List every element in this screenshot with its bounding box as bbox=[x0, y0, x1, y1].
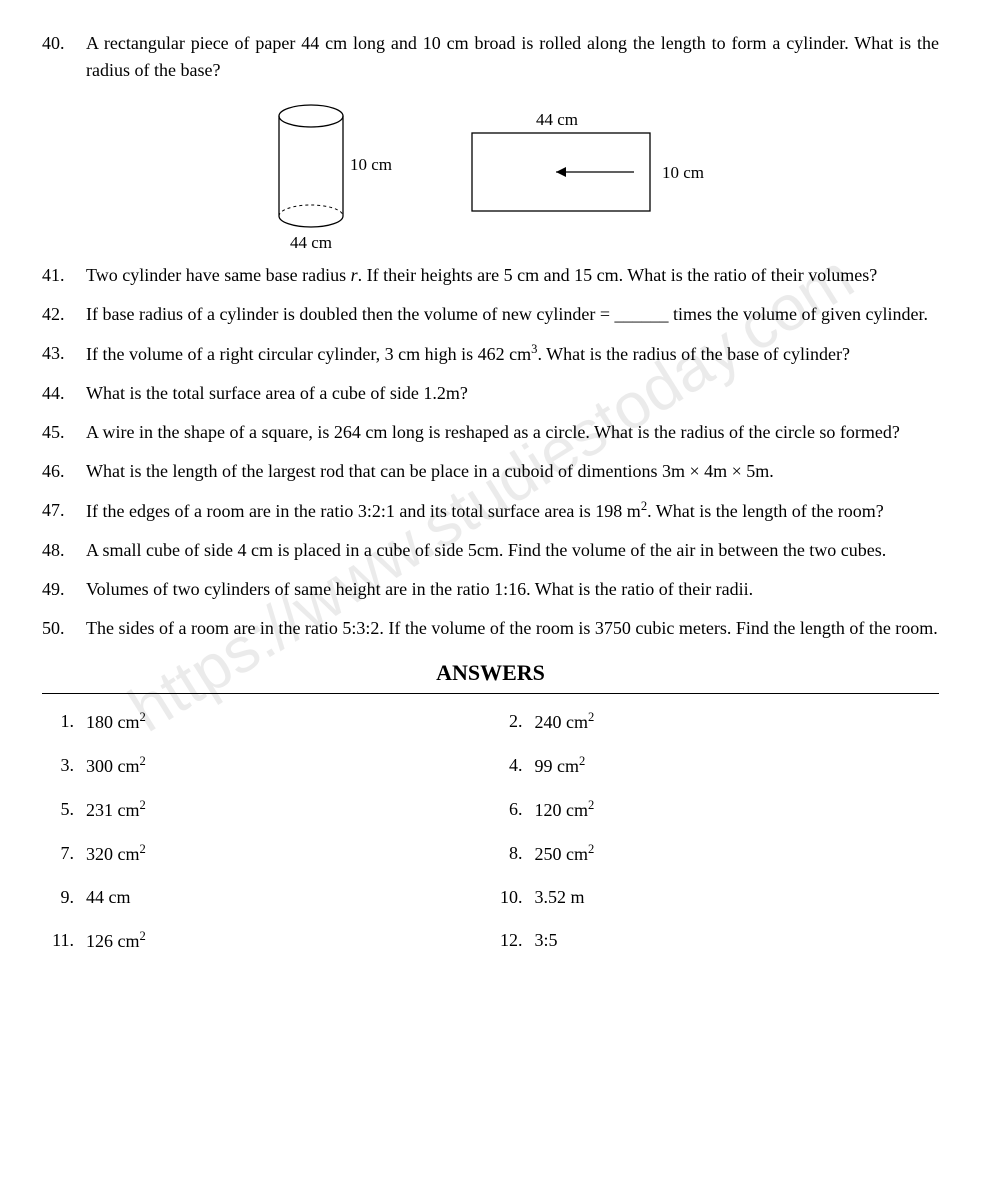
answer-number: 4. bbox=[491, 752, 535, 780]
answer-number: 9. bbox=[42, 884, 86, 911]
answer-number: 11. bbox=[42, 927, 86, 955]
question-text: What is the length of the largest rod th… bbox=[86, 458, 939, 485]
answer-value: 320 cm2 bbox=[86, 840, 491, 868]
answer-value: 126 cm2 bbox=[86, 927, 491, 955]
question-text: A rectangular piece of paper 44 cm long … bbox=[86, 30, 939, 84]
question-45: 45. A wire in the shape of a square, is … bbox=[42, 419, 939, 446]
question-42: 42. If base radius of a cylinder is doub… bbox=[42, 301, 939, 328]
question-text: If base radius of a cylinder is doubled … bbox=[86, 301, 939, 328]
question-text: What is the total surface area of a cube… bbox=[86, 380, 939, 407]
question-number: 40. bbox=[42, 30, 86, 84]
question-44: 44. What is the total surface area of a … bbox=[42, 380, 939, 407]
question-text: Volumes of two cylinders of same height … bbox=[86, 576, 939, 603]
question-43: 43. If the volume of a right circular cy… bbox=[42, 340, 939, 368]
question-text: If the volume of a right circular cylind… bbox=[86, 340, 939, 368]
answer-value: 99 cm2 bbox=[535, 752, 940, 780]
question-number: 44. bbox=[42, 380, 86, 407]
question-number: 49. bbox=[42, 576, 86, 603]
cyl-height-label: 10 cm bbox=[350, 155, 392, 174]
answer-number: 10. bbox=[491, 884, 535, 911]
question-47: 47. If the edges of a room are in the ra… bbox=[42, 497, 939, 525]
answers-rule bbox=[42, 693, 939, 694]
answer-value: 3:5 bbox=[535, 927, 940, 955]
answer-value: 180 cm2 bbox=[86, 708, 491, 736]
rectangle-diagram: 44 cm 10 cm bbox=[466, 111, 726, 241]
answer-number: 3. bbox=[42, 752, 86, 780]
answers-heading: ANSWERS bbox=[42, 656, 939, 689]
answers-grid: 1. 180 cm2 2. 240 cm2 3. 300 cm2 4. 99 c… bbox=[42, 708, 939, 955]
question-text: The sides of a room are in the ratio 5:3… bbox=[86, 615, 939, 642]
cylinder-diagram: 10 cm 44 cm bbox=[256, 96, 406, 256]
question-40: 40. A rectangular piece of paper 44 cm l… bbox=[42, 30, 939, 84]
question-48: 48. A small cube of side 4 cm is placed … bbox=[42, 537, 939, 564]
rect-height-label: 10 cm bbox=[662, 163, 704, 182]
question-49: 49. Volumes of two cylinders of same hei… bbox=[42, 576, 939, 603]
question-50: 50. The sides of a room are in the ratio… bbox=[42, 615, 939, 642]
question-number: 42. bbox=[42, 301, 86, 328]
question-text: If the edges of a room are in the ratio … bbox=[86, 497, 939, 525]
rect-width-label: 44 cm bbox=[536, 111, 578, 129]
answer-number: 8. bbox=[491, 840, 535, 868]
cyl-circ-label: 44 cm bbox=[290, 233, 332, 252]
answer-number: 7. bbox=[42, 840, 86, 868]
question-number: 45. bbox=[42, 419, 86, 446]
answer-value: 44 cm bbox=[86, 884, 491, 911]
question-number: 43. bbox=[42, 340, 86, 368]
question-46: 46. What is the length of the largest ro… bbox=[42, 458, 939, 485]
answer-number: 6. bbox=[491, 796, 535, 824]
answer-value: 3.52 m bbox=[535, 884, 940, 911]
answer-number: 5. bbox=[42, 796, 86, 824]
answer-number: 12. bbox=[491, 927, 535, 955]
question-number: 41. bbox=[42, 262, 86, 289]
question-text: A wire in the shape of a square, is 264 … bbox=[86, 419, 939, 446]
question-number: 47. bbox=[42, 497, 86, 525]
answer-value: 250 cm2 bbox=[535, 840, 940, 868]
question-number: 46. bbox=[42, 458, 86, 485]
answer-value: 300 cm2 bbox=[86, 752, 491, 780]
question-number: 48. bbox=[42, 537, 86, 564]
question-text: Two cylinder have same base radius r. If… bbox=[86, 262, 939, 289]
answer-number: 1. bbox=[42, 708, 86, 736]
answer-value: 120 cm2 bbox=[535, 796, 940, 824]
question-41: 41. Two cylinder have same base radius r… bbox=[42, 262, 939, 289]
question-number: 50. bbox=[42, 615, 86, 642]
answer-number: 2. bbox=[491, 708, 535, 736]
answer-value: 231 cm2 bbox=[86, 796, 491, 824]
answer-value: 240 cm2 bbox=[535, 708, 940, 736]
figure-q40: 10 cm 44 cm 44 cm 10 cm bbox=[42, 96, 939, 256]
question-text: A small cube of side 4 cm is placed in a… bbox=[86, 537, 939, 564]
